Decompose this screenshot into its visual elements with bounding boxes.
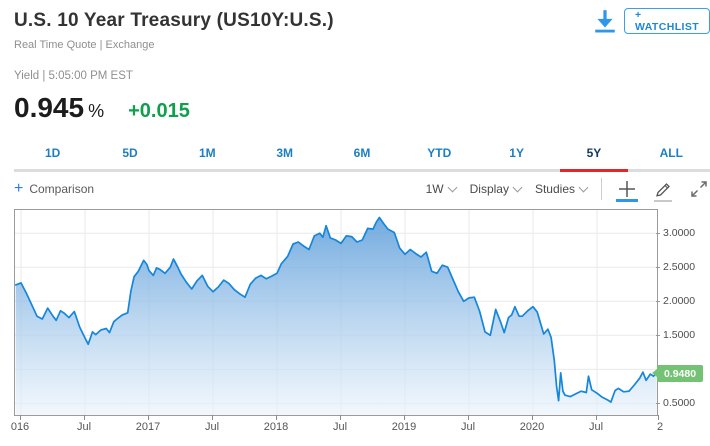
x-axis-tick <box>212 415 213 420</box>
x-axis-label: Jul <box>76 421 92 433</box>
tab-5d[interactable]: 5D <box>122 146 138 160</box>
tab-1m[interactable]: 1M <box>198 146 216 160</box>
quote-price-row: 0.945 % +0.015 <box>14 92 190 124</box>
crosshair-tool-button[interactable] <box>616 178 638 202</box>
add-watchlist-button[interactable]: + WATCHLIST <box>624 8 710 34</box>
x-axis-tick <box>404 415 405 420</box>
price-change: +0.015 <box>128 100 190 122</box>
area-chart <box>15 210 657 415</box>
chevron-down-icon <box>512 182 523 193</box>
x-axis-tick <box>532 415 533 420</box>
x-axis-tick <box>276 415 277 420</box>
tab-1d[interactable]: 1D <box>44 146 61 160</box>
chart-toolbar: + Comparison 1W Display Studies <box>14 176 710 202</box>
expand-icon <box>691 181 707 197</box>
y-axis-label: 2.5000 <box>656 260 695 274</box>
interval-dropdown[interactable]: 1W <box>426 182 458 196</box>
pencil-icon <box>656 183 670 197</box>
y-axis-label: 1.5000 <box>656 328 695 342</box>
x-axis-label: 2017 <box>135 421 161 433</box>
y-axis-label: 0.5000 <box>656 396 695 410</box>
x-axis-label: 2018 <box>263 421 289 433</box>
price-chart[interactable] <box>14 209 658 416</box>
tab-5y[interactable]: 5Y <box>555 146 632 172</box>
x-axis-label: 016 <box>10 421 30 433</box>
download-icon <box>595 10 615 33</box>
x-axis-tick <box>20 415 21 420</box>
tab-6m[interactable]: 6M <box>353 146 371 160</box>
plus-icon: + <box>14 180 24 197</box>
x-axis-label: 2 <box>656 421 664 433</box>
x-axis-tick <box>658 415 659 420</box>
price-value: 0.945 <box>14 92 85 123</box>
x-axis-tick <box>84 415 85 420</box>
crosshair-icon <box>619 181 635 197</box>
fullscreen-button[interactable] <box>688 178 710 200</box>
quote-timestamp: Yield | 5:05:00 PM EST <box>14 70 133 82</box>
x-axis-tick <box>468 415 469 420</box>
toolbar-divider <box>601 178 602 200</box>
y-axis-label: 3.0000 <box>656 226 695 240</box>
tab-1y[interactable]: 1Y <box>509 146 524 160</box>
studies-dropdown[interactable]: Studies <box>535 182 589 196</box>
x-axis-label: Jul <box>588 421 604 433</box>
chevron-down-icon <box>447 182 458 193</box>
x-axis-label: Jul <box>332 421 348 433</box>
x-axis-tick <box>340 415 341 420</box>
quote-source: Real Time Quote | Exchange <box>14 39 155 51</box>
tab-ytd[interactable]: YTD <box>427 146 452 160</box>
tab-all[interactable]: ALL <box>659 146 683 160</box>
y-axis-label: 2.0000 <box>656 294 695 308</box>
x-axis-label: 2019 <box>391 421 417 433</box>
draw-tool-button[interactable] <box>652 178 674 202</box>
range-tab-bar: 1D 5D 1M 3M 6M YTD 1Y 5Y ALL <box>14 146 710 172</box>
comparison-button[interactable]: + Comparison <box>14 180 95 197</box>
last-price-badge: 0.9480 <box>652 365 703 382</box>
download-button[interactable] <box>592 8 618 34</box>
chart-section: 3.0000 2.5000 2.0000 1.5000 0.5000 016 Jul 201… <box>0 209 710 446</box>
x-axis-tick <box>148 415 149 420</box>
x-axis-tick <box>596 415 597 420</box>
page-title: U.S. 10 Year Treasury (US10Y:U.S.) <box>14 10 334 31</box>
x-axis-label: Jul <box>460 421 476 433</box>
price-unit: % <box>88 101 105 121</box>
tab-3m[interactable]: 3M <box>276 146 293 160</box>
x-axis-label: Jul <box>204 421 220 433</box>
x-axis-label: 2020 <box>519 421 545 433</box>
chevron-down-icon <box>578 182 589 193</box>
display-dropdown[interactable]: Display <box>470 182 523 196</box>
